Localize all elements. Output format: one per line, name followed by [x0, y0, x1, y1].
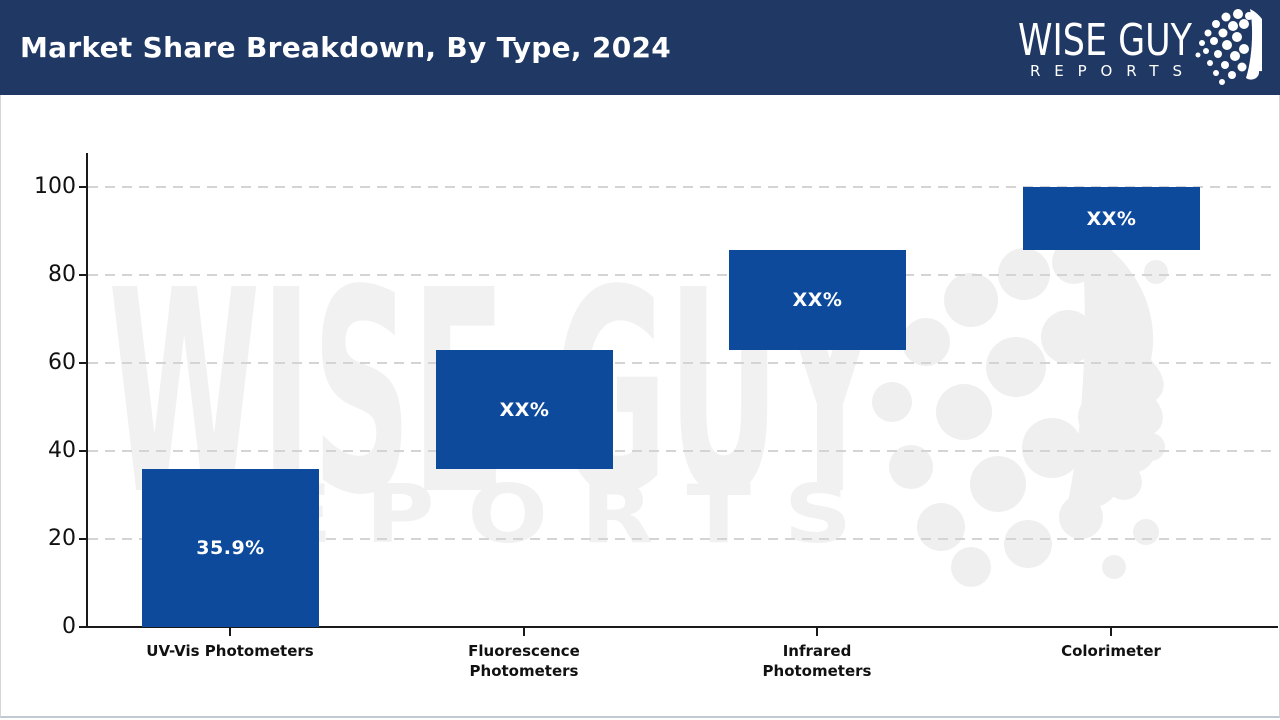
y-tick-label: 100: [34, 174, 76, 199]
y-axis-line: [86, 153, 88, 628]
y-tick-mark: [79, 186, 87, 188]
y-tick-label: 80: [48, 262, 76, 287]
x-tick-mark: [816, 628, 818, 636]
bar-value-label: XX%: [499, 398, 550, 421]
gridline: [88, 186, 1278, 188]
x-category-label: Fluorescence Photometers: [468, 642, 580, 680]
y-tick-label: 20: [48, 526, 76, 551]
x-category-label: Colorimeter: [1061, 642, 1161, 660]
header-bar: Market Share Breakdown, By Type, 2024 WI…: [0, 0, 1280, 95]
gridline: [88, 450, 1278, 452]
y-tick-mark: [79, 274, 87, 276]
y-tick-mark: [79, 450, 87, 452]
y-tick-label: 40: [48, 438, 76, 463]
bar-value-label: 35.9%: [196, 537, 265, 559]
y-tick-mark: [79, 362, 87, 364]
gridline: [88, 362, 1278, 364]
x-tick-mark: [229, 628, 231, 636]
x-axis-line: [86, 626, 1278, 628]
y-tick-label: 60: [48, 350, 76, 375]
x-category-label: UV-Vis Photometers: [146, 642, 314, 660]
logo-wordmark: WISE GUY: [1018, 15, 1192, 66]
x-tick-mark: [1110, 628, 1112, 636]
y-tick-mark: [79, 538, 87, 540]
bar-segment: 35.9%: [142, 469, 319, 627]
bar-segment: XX%: [1023, 187, 1200, 250]
bar-segment: XX%: [729, 250, 906, 350]
gridline: [88, 538, 1278, 540]
bar-value-label: XX%: [1086, 207, 1137, 230]
gridline: [88, 274, 1278, 276]
bar-segment: XX%: [436, 350, 613, 469]
y-tick-mark: [79, 626, 87, 628]
x-tick-mark: [523, 628, 525, 636]
wiseguy-logo: WISE GUY REPORTS: [1018, 8, 1262, 85]
page-title: Market Share Breakdown, By Type, 2024: [20, 31, 672, 64]
logo-face-icon: [1195, 8, 1262, 85]
bar-value-label: XX%: [792, 289, 843, 311]
y-tick-label: 0: [62, 614, 76, 639]
x-category-label: Infrared Photometers: [762, 642, 872, 680]
